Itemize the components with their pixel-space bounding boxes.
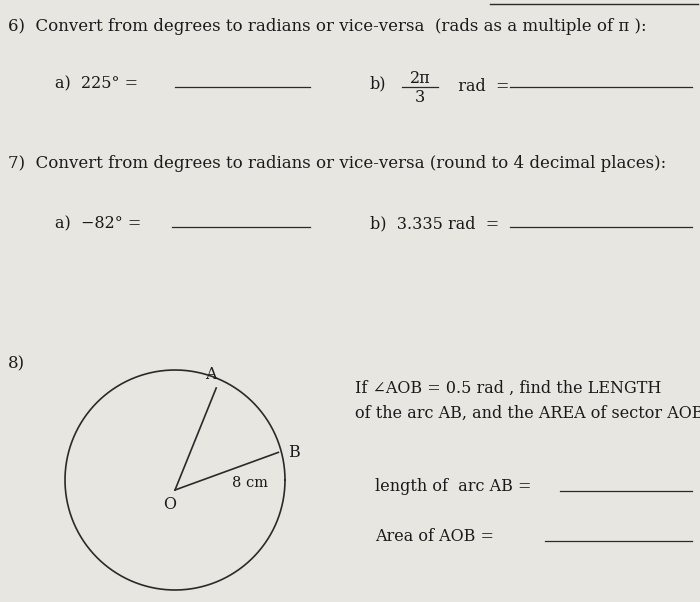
Text: of the arc AB, and the AREA of sector AOB.: of the arc AB, and the AREA of sector AO… bbox=[355, 405, 700, 422]
Text: 8 cm: 8 cm bbox=[232, 476, 267, 490]
Text: Area of AOB =: Area of AOB = bbox=[375, 528, 494, 545]
Text: length of  arc AB =: length of arc AB = bbox=[375, 478, 531, 495]
Text: O: O bbox=[163, 496, 176, 513]
Text: 6)  Convert from degrees to radians or vice-versa  (rads as a multiple of π ):: 6) Convert from degrees to radians or vi… bbox=[8, 18, 647, 35]
Text: If ∠AOB = 0.5 rad , find the LENGTH: If ∠AOB = 0.5 rad , find the LENGTH bbox=[355, 380, 662, 397]
Text: rad  =: rad = bbox=[448, 78, 510, 95]
Text: 3: 3 bbox=[415, 89, 425, 106]
Text: b): b) bbox=[370, 75, 386, 92]
Text: a)  225° =: a) 225° = bbox=[55, 75, 138, 92]
Text: b)  3.335 rad  =: b) 3.335 rad = bbox=[370, 215, 499, 232]
Text: A: A bbox=[206, 366, 217, 383]
Text: B: B bbox=[288, 444, 300, 461]
Text: 8): 8) bbox=[8, 355, 25, 372]
Text: 2π: 2π bbox=[410, 70, 430, 87]
Text: 7)  Convert from degrees to radians or vice-versa (round to 4 decimal places):: 7) Convert from degrees to radians or vi… bbox=[8, 155, 666, 172]
Text: a)  −82° =: a) −82° = bbox=[55, 215, 141, 232]
